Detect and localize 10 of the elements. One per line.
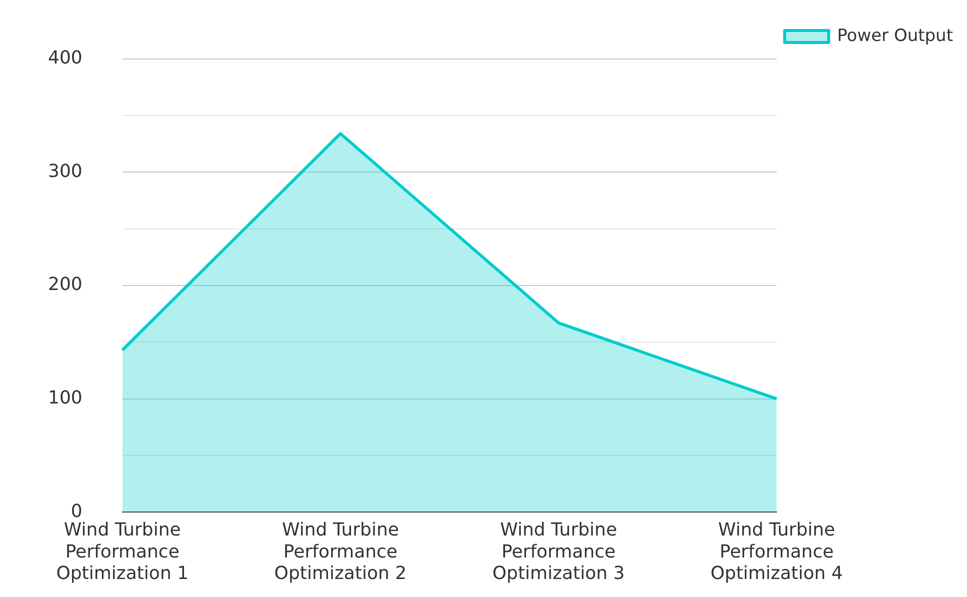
y-tick-label: 200 — [48, 274, 82, 296]
y-tick-label: 100 — [48, 388, 82, 409]
x-tick-label: Wind Turbine Performance Optimization 2 — [274, 520, 407, 584]
legend-label: Power Output — [837, 26, 954, 46]
y-tick-label: 300 — [48, 160, 82, 182]
x-tick-label: Wind Turbine Performance Optimization 1 — [56, 520, 189, 584]
y-tick-label: 0 — [70, 500, 82, 522]
y-tick-label: 400 — [48, 47, 82, 68]
x-tick-label: Wind Turbine Performance Optimization 3 — [492, 520, 625, 584]
x-tick-label: Wind Turbine Performance Optimization 4 — [710, 520, 843, 584]
